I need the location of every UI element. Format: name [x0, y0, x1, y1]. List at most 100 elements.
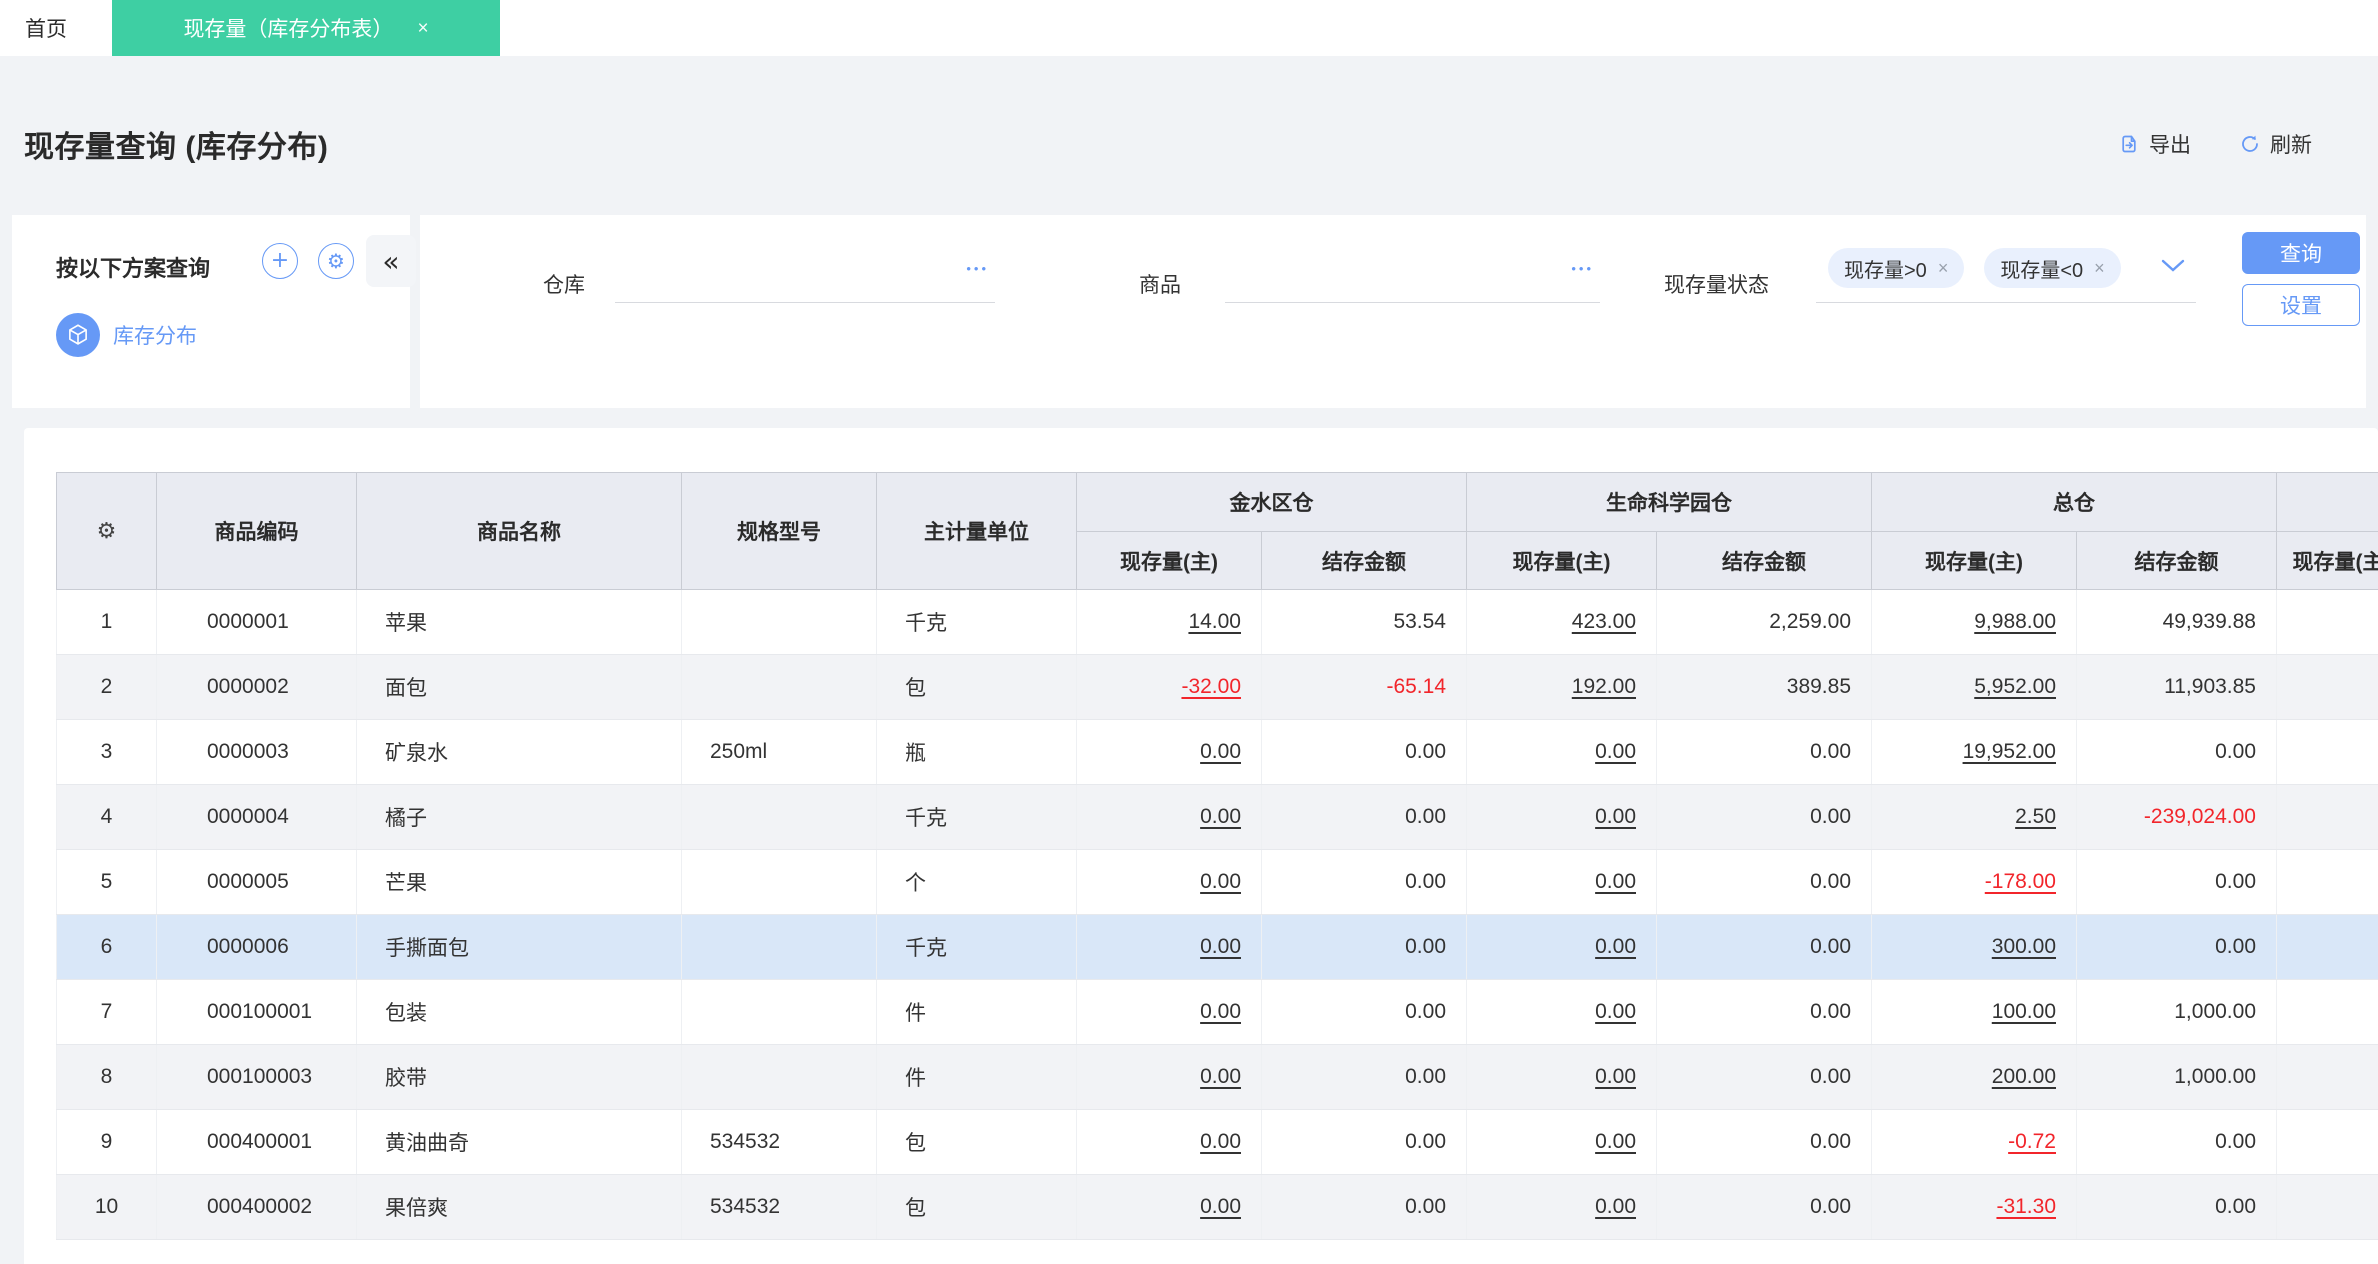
cell-qty-link[interactable]: 0.00	[1466, 784, 1657, 850]
cell-qty-link[interactable]: -178.00	[1871, 849, 2077, 915]
row-index: 1	[56, 589, 157, 655]
cell-partial	[2276, 1174, 2378, 1240]
cell-spec	[681, 849, 877, 915]
col-header-unit: 主计量单位	[876, 472, 1077, 590]
cell-amount: 0.00	[1656, 1044, 1872, 1110]
sub-header-qty: 现存量(主)	[1871, 531, 2077, 590]
tab-active-inventory[interactable]: 现存量（库存分布表） ×	[112, 0, 500, 56]
tab-close-icon[interactable]: ×	[417, 17, 429, 39]
cell-amount: 1,000.00	[2076, 979, 2277, 1045]
cell-amount: 0.00	[1261, 1109, 1467, 1175]
cell-amount: 0.00	[1656, 719, 1872, 785]
cell-qty-link[interactable]: 9,988.00	[1871, 589, 2077, 655]
cell-qty-link[interactable]: 423.00	[1466, 589, 1657, 655]
cell-amount: 0.00	[2076, 849, 2277, 915]
cell-qty-link[interactable]: 19,952.00	[1871, 719, 2077, 785]
scheme-settings-button[interactable]: ⚙	[318, 243, 354, 279]
cell-amount: 0.00	[1656, 979, 1872, 1045]
cell-qty-link[interactable]: 0.00	[1466, 1044, 1657, 1110]
query-button[interactable]: 查询	[2242, 232, 2360, 274]
cell-qty-link[interactable]: 2.50	[1871, 784, 2077, 850]
sub-header-qty: 现存量(主)	[1466, 531, 1657, 590]
cell-qty-link[interactable]: 200.00	[1871, 1044, 2077, 1110]
cell-partial	[2276, 1109, 2378, 1175]
cell-unit: 件	[876, 1044, 1077, 1110]
sub-header-qty: 现存量(主)	[1076, 531, 1262, 590]
cell-qty-link[interactable]: -31.30	[1871, 1174, 2077, 1240]
cell-qty-link[interactable]: 300.00	[1871, 914, 2077, 980]
cell-amount: 0.00	[1261, 849, 1467, 915]
cell-partial	[2276, 979, 2378, 1045]
export-label: 导出	[2149, 134, 2191, 157]
group-header-partial	[2276, 472, 2378, 532]
product-more-icon[interactable]: •••	[1571, 261, 1594, 276]
tab-home[interactable]: 首页	[0, 0, 92, 56]
chevron-down-icon[interactable]	[2160, 257, 2186, 280]
cell-product-code: 0000002	[156, 654, 357, 720]
export-button[interactable]: 导出	[2118, 129, 2191, 159]
tag-close-icon[interactable]: ×	[2094, 257, 2105, 278]
status-tag[interactable]: 现存量>0 ×	[1828, 248, 1965, 288]
sub-header-amount: 结存金额	[1261, 531, 1467, 590]
cell-partial	[2276, 1044, 2378, 1110]
cell-qty-link[interactable]: -0.72	[1871, 1109, 2077, 1175]
cell-product-code: 0000005	[156, 849, 357, 915]
cell-unit: 瓶	[876, 719, 1077, 785]
cell-unit: 千克	[876, 589, 1077, 655]
table-row: 6 0000006 手撕面包 千克 0.00 0.00 0.00 0.00 300.00 0.00	[56, 914, 2378, 980]
export-icon	[2118, 133, 2140, 155]
cell-qty-link[interactable]: 0.00	[1466, 719, 1657, 785]
table-row: 10 000400002 果倍爽 534532 包 0.00 0.00 0.00 0.00 -31…	[56, 1174, 2378, 1240]
cell-qty-link[interactable]: 0.00	[1466, 914, 1657, 980]
table-row: 2 0000002 面包 包 -32.00 -65.14 192.00 389.85 5,952…	[56, 654, 2378, 720]
filter-bar: 仓库 ••• 商品 ••• 现存量状态 现存量>0 × 现存量<0 × 查询 设置	[420, 215, 2366, 408]
cell-qty-link[interactable]: 0.00	[1076, 849, 1262, 915]
table-settings-icon[interactable]: ⚙	[56, 472, 157, 590]
stock-status-select[interactable]: 现存量>0 × 现存量<0 ×	[1816, 215, 2196, 303]
cell-qty-link[interactable]: -32.00	[1076, 654, 1262, 720]
sub-header-qty-partial: 现存量(主)	[2276, 531, 2378, 590]
cell-qty-link[interactable]: 0.00	[1076, 719, 1262, 785]
row-index: 9	[56, 1109, 157, 1175]
cell-spec	[681, 654, 877, 720]
cell-product-name: 矿泉水	[356, 719, 682, 785]
cell-qty-link[interactable]: 0.00	[1076, 1109, 1262, 1175]
cell-qty-link[interactable]: 5,952.00	[1871, 654, 2077, 720]
cell-unit: 包	[876, 654, 1077, 720]
cell-product-name: 果倍爽	[356, 1174, 682, 1240]
cell-amount: 0.00	[2076, 1174, 2277, 1240]
product-input[interactable]: •••	[1225, 215, 1600, 303]
cell-qty-link[interactable]: 0.00	[1076, 979, 1262, 1045]
cell-qty-link[interactable]: 0.00	[1076, 914, 1262, 980]
cell-qty-link[interactable]: 0.00	[1466, 1174, 1657, 1240]
cell-qty-link[interactable]: 0.00	[1076, 1044, 1262, 1110]
warehouse-input[interactable]: •••	[615, 215, 995, 303]
cell-qty-link[interactable]: 192.00	[1466, 654, 1657, 720]
tag-close-icon[interactable]: ×	[1937, 257, 1949, 278]
warehouse-more-icon[interactable]: •••	[966, 261, 989, 276]
cell-qty-link[interactable]: 14.00	[1076, 589, 1262, 655]
tab-active-label: 现存量（库存分布表）	[183, 18, 394, 41]
cell-qty-link[interactable]: 0.00	[1466, 979, 1657, 1045]
collapse-panel-button[interactable]: «	[366, 235, 416, 287]
cell-qty-link[interactable]: 0.00	[1076, 784, 1262, 850]
cell-product-code: 0000006	[156, 914, 357, 980]
status-tag[interactable]: 现存量<0 ×	[1984, 248, 2121, 288]
cell-qty-link[interactable]: 0.00	[1466, 849, 1657, 915]
settings-button[interactable]: 设置	[2242, 284, 2360, 326]
cell-spec: 534532	[681, 1109, 877, 1175]
cell-amount: 0.00	[1656, 1109, 1872, 1175]
cell-qty-link[interactable]: 100.00	[1871, 979, 2077, 1045]
cell-qty-link[interactable]: 0.00	[1076, 1174, 1262, 1240]
cell-product-code: 000100001	[156, 979, 357, 1045]
row-index: 6	[56, 914, 157, 980]
refresh-button[interactable]: 刷新	[2239, 129, 2312, 159]
cell-amount: 0.00	[1261, 1174, 1467, 1240]
add-scheme-button[interactable]: +	[262, 243, 298, 279]
cell-product-name: 黄油曲奇	[356, 1109, 682, 1175]
sub-header-amount: 结存金额	[2076, 531, 2277, 590]
scheme-item-inventory-distribution[interactable]: 库存分布	[56, 313, 197, 357]
cell-amount: 0.00	[1261, 914, 1467, 980]
cell-qty-link[interactable]: 0.00	[1466, 1109, 1657, 1175]
cell-partial	[2276, 914, 2378, 980]
